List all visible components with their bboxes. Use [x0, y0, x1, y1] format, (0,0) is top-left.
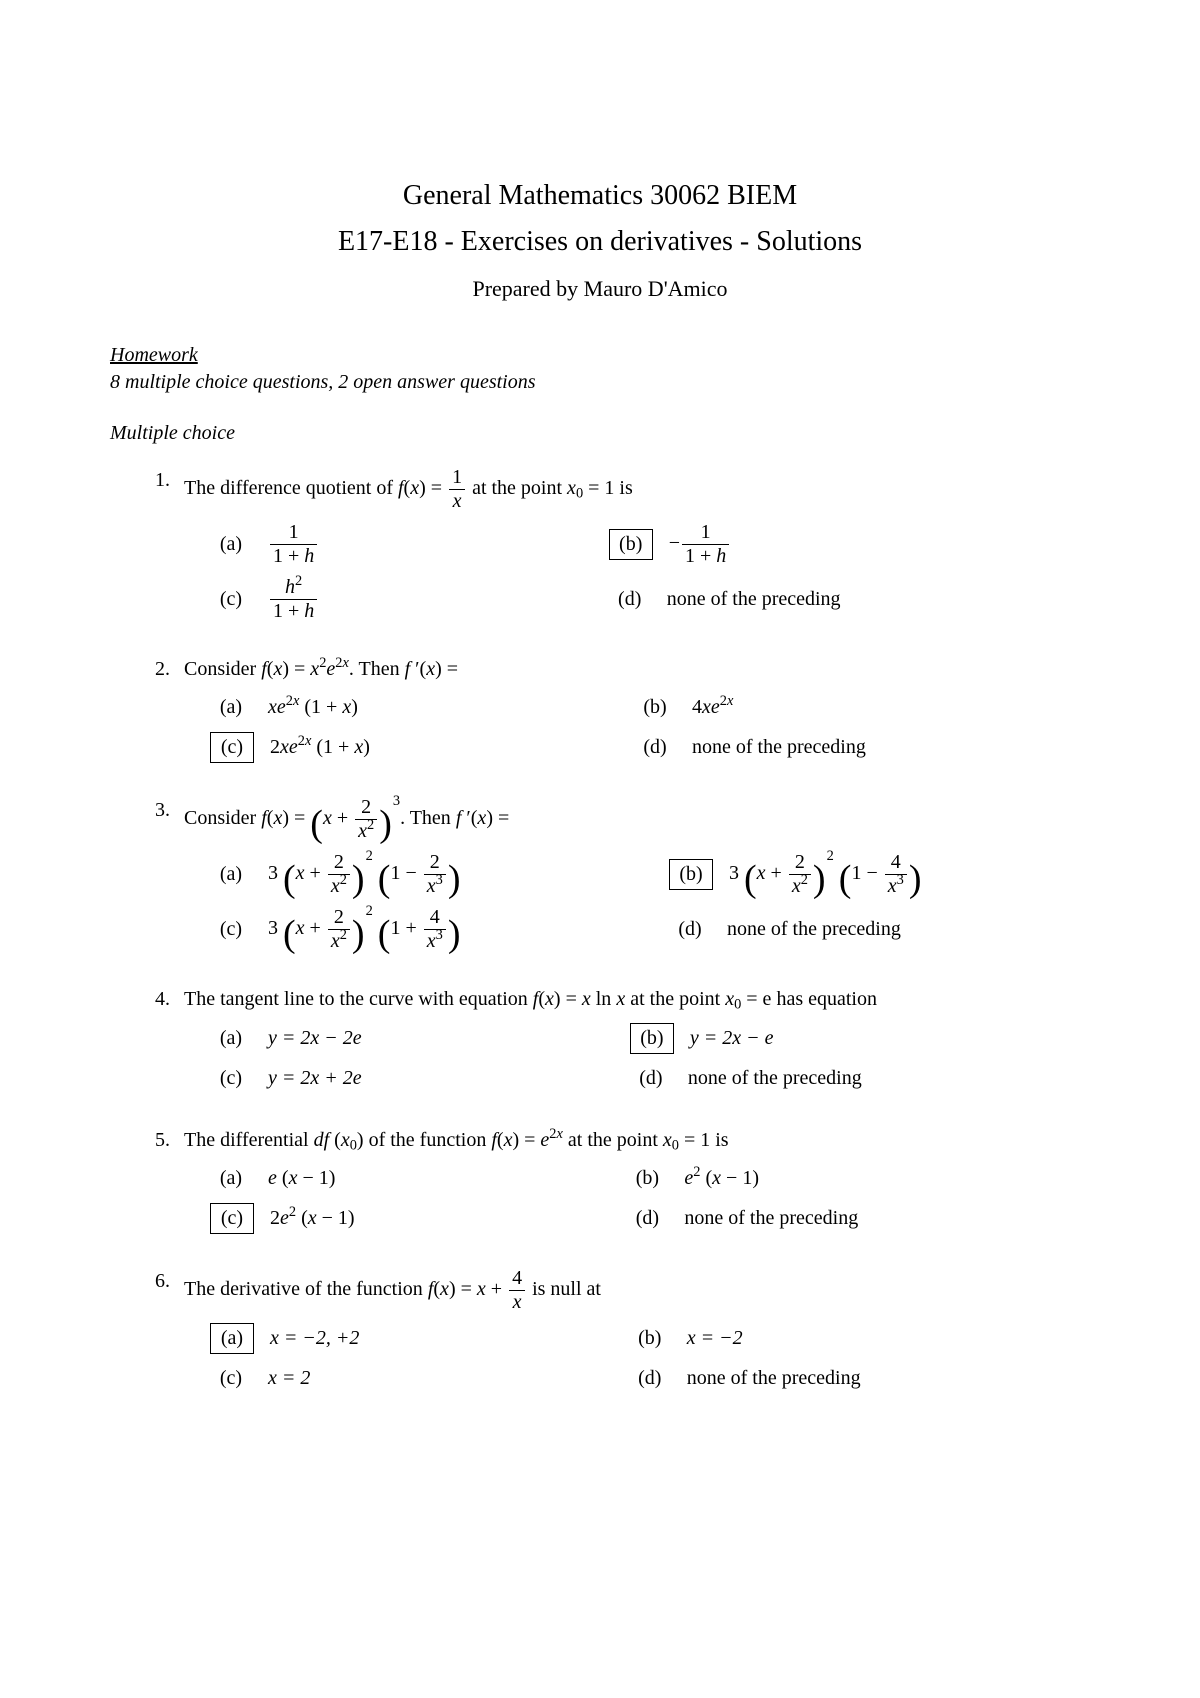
q3-a: (a) 3 (x + 2x2)2 (1 − 2x3)	[210, 852, 629, 897]
q2-stem: Consider f(x) = x2e2x. Then f ′(x) =	[184, 656, 1090, 683]
q1-c: (c)h21 + h	[210, 577, 569, 622]
q4-c: (c)y = 2x + 2e	[210, 1064, 590, 1093]
q6-b: (b)x = −2	[629, 1324, 1090, 1353]
q5-a: (a)e (x − 1)	[210, 1164, 586, 1193]
q3-c: (c) 3 (x + 2x2)2 (1 + 4x3)	[210, 907, 629, 952]
q4-options: (a)y = 2x − 2e (b)y = 2x − e (c)y = 2x +…	[184, 1023, 1090, 1093]
section-label: Homework	[110, 344, 1090, 367]
question-list: 1. The difference quotient of f(x) = 1x …	[110, 467, 1090, 1393]
q1-num: 1.	[148, 467, 170, 622]
q2-d: (d)none of the preceding	[634, 733, 1090, 762]
q6-d: (d)none of the preceding	[629, 1364, 1090, 1393]
q6-stem: The derivative of the function f(x) = x …	[184, 1268, 1090, 1313]
q5-d: (d)none of the preceding	[626, 1204, 1090, 1233]
q4-stem: The tangent line to the curve with equat…	[184, 986, 1090, 1013]
q6-a: (a)x = −2, +2	[210, 1323, 589, 1354]
q4-num: 4.	[148, 986, 170, 1093]
q6-num: 6.	[148, 1268, 170, 1393]
q1-options: (a)11 + h (b)−11 + h (c)h21 + h (d)none …	[184, 522, 1090, 622]
q5-c: (c)2e2 (x − 1)	[210, 1203, 586, 1234]
q3-d: (d)none of the preceding	[669, 915, 1090, 944]
q1-a: (a)11 + h	[210, 522, 569, 567]
q3-b: (b) 3 (x + 2x2)2 (1 − 4x3)	[669, 852, 1090, 897]
q1-b: (b)−11 + h	[609, 522, 1090, 567]
q2-a: (a)xe2x (1 + x)	[210, 693, 594, 722]
question-4: 4. The tangent line to the curve with eq…	[148, 986, 1090, 1093]
section-subtitle: 8 multiple choice questions, 2 open answ…	[110, 371, 1090, 394]
question-2: 2. Consider f(x) = x2e2x. Then f ′(x) = …	[148, 656, 1090, 763]
q2-options: (a)xe2x (1 + x) (b)4xe2x (c)2xe2x (1 + x…	[184, 693, 1090, 763]
q6-options: (a)x = −2, +2 (b)x = −2 (c)x = 2 (d)none…	[184, 1323, 1090, 1393]
q3-num: 3.	[148, 797, 170, 952]
title-block: General Mathematics 30062 BIEM E17-E18 -…	[110, 180, 1090, 302]
q5-stem: The differential df (x0) of the function…	[184, 1127, 1090, 1154]
q1-stem: The difference quotient of f(x) = 1x at …	[184, 467, 1090, 512]
author: Prepared by Mauro D'Amico	[110, 276, 1090, 302]
question-6: 6. The derivative of the function f(x) =…	[148, 1268, 1090, 1393]
q6-c: (c)x = 2	[210, 1364, 589, 1393]
q2-num: 2.	[148, 656, 170, 763]
q4-a: (a)y = 2x − 2e	[210, 1024, 590, 1053]
doc-title: E17-E18 - Exercises on derivatives - Sol…	[110, 226, 1090, 258]
course-title: General Mathematics 30062 BIEM	[110, 180, 1090, 212]
mc-heading: Multiple choice	[110, 422, 1090, 445]
q5-options: (a)e (x − 1) (b)e2 (x − 1) (c)2e2 (x − 1…	[184, 1164, 1090, 1234]
q5-num: 5.	[148, 1127, 170, 1234]
q2-c: (c)2xe2x (1 + x)	[210, 732, 594, 763]
q4-b: (b)y = 2x − e	[630, 1023, 1090, 1054]
q3-options: (a) 3 (x + 2x2)2 (1 − 2x3) (b) 3 (x + 2x…	[184, 852, 1090, 952]
q1-d: (d)none of the preceding	[609, 585, 1090, 614]
q3-stem: Consider f(x) = (x + 2x2)3. Then f ′(x) …	[184, 797, 1090, 842]
q5-b: (b)e2 (x − 1)	[626, 1164, 1090, 1193]
question-3: 3. Consider f(x) = (x + 2x2)3. Then f ′(…	[148, 797, 1090, 952]
q4-d: (d)none of the preceding	[630, 1064, 1090, 1093]
page: General Mathematics 30062 BIEM E17-E18 -…	[0, 0, 1200, 1507]
q2-b: (b)4xe2x	[634, 693, 1090, 722]
question-5: 5. The differential df (x0) of the funct…	[148, 1127, 1090, 1234]
question-1: 1. The difference quotient of f(x) = 1x …	[148, 467, 1090, 622]
